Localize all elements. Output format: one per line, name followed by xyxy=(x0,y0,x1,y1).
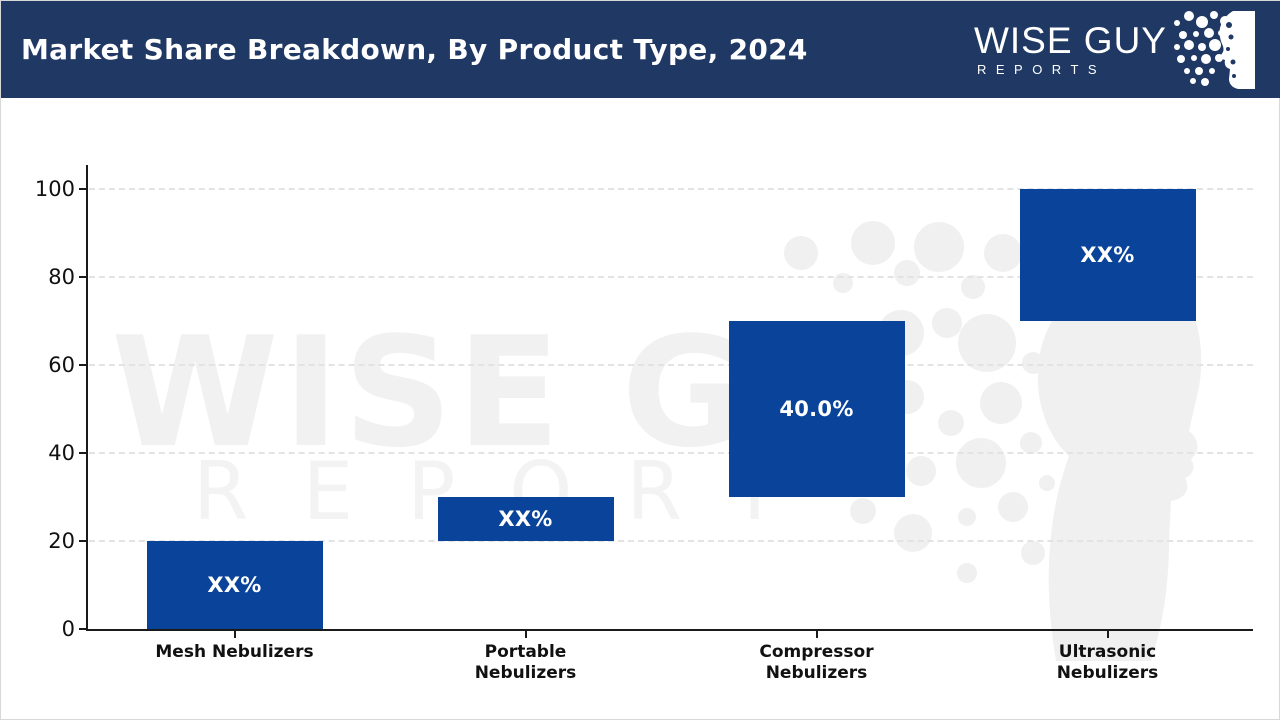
bar-ultrasonic-nebulizers: XX% xyxy=(1019,188,1196,321)
wiseguy-logo: WISE GUY REPORTS xyxy=(974,7,1255,93)
header: Market Share Breakdown, By Product Type,… xyxy=(1,1,1280,98)
bar-value-label: 40.0% xyxy=(779,396,854,421)
y-tick-label-100: 100 xyxy=(34,176,75,201)
x-tick-1 xyxy=(524,629,527,638)
gridline-60 xyxy=(89,363,1253,366)
bar-mesh-nebulizers: XX% xyxy=(146,540,323,629)
logo-face-icon xyxy=(1174,10,1255,89)
y-tick-100 xyxy=(79,187,87,190)
bar-value-label: XX% xyxy=(207,572,262,597)
x-tick-label-3: Ultrasonic Nebulizers xyxy=(1056,641,1159,683)
x-tick-3 xyxy=(1106,629,1109,638)
x-tick-2 xyxy=(815,629,818,638)
x-tick-label-1: Portable Nebulizers xyxy=(474,641,577,683)
y-tick-label-80: 80 xyxy=(48,264,75,289)
y-axis-spine xyxy=(86,165,88,631)
gridline-40 xyxy=(89,451,1253,454)
bar-value-label: XX% xyxy=(1080,242,1135,267)
logo-wordmark: WISE GUY xyxy=(973,20,1167,61)
gridline-20 xyxy=(89,539,1253,542)
gridline-80 xyxy=(89,275,1253,278)
logo-face-inner-dots xyxy=(1226,21,1236,78)
logo-subtext: REPORTS xyxy=(976,62,1107,77)
bar-compressor-nebulizers: 40.0% xyxy=(728,320,905,497)
y-tick-label-40: 40 xyxy=(48,440,75,465)
x-tick-0 xyxy=(233,629,236,638)
y-tick-label-0: 0 xyxy=(61,616,75,641)
y-tick-40 xyxy=(79,451,87,454)
y-tick-20 xyxy=(79,539,87,542)
page-title: Market Share Breakdown, By Product Type,… xyxy=(21,33,808,66)
gridline-100 xyxy=(89,187,1253,190)
bar-value-label: XX% xyxy=(498,506,553,531)
y-tick-label-20: 20 xyxy=(48,528,75,553)
y-tick-0 xyxy=(79,627,87,630)
logo-text: WISE GUY REPORTS xyxy=(974,22,1167,77)
x-tick-label-0: Mesh Nebulizers xyxy=(155,641,314,662)
x-axis-spine xyxy=(86,628,1253,631)
x-tick-label-2: Compressor Nebulizers xyxy=(759,641,874,683)
bar-portable-nebulizers: XX% xyxy=(437,496,614,541)
y-tick-label-60: 60 xyxy=(48,352,75,377)
y-tick-80 xyxy=(79,275,87,278)
y-tick-60 xyxy=(79,363,87,366)
